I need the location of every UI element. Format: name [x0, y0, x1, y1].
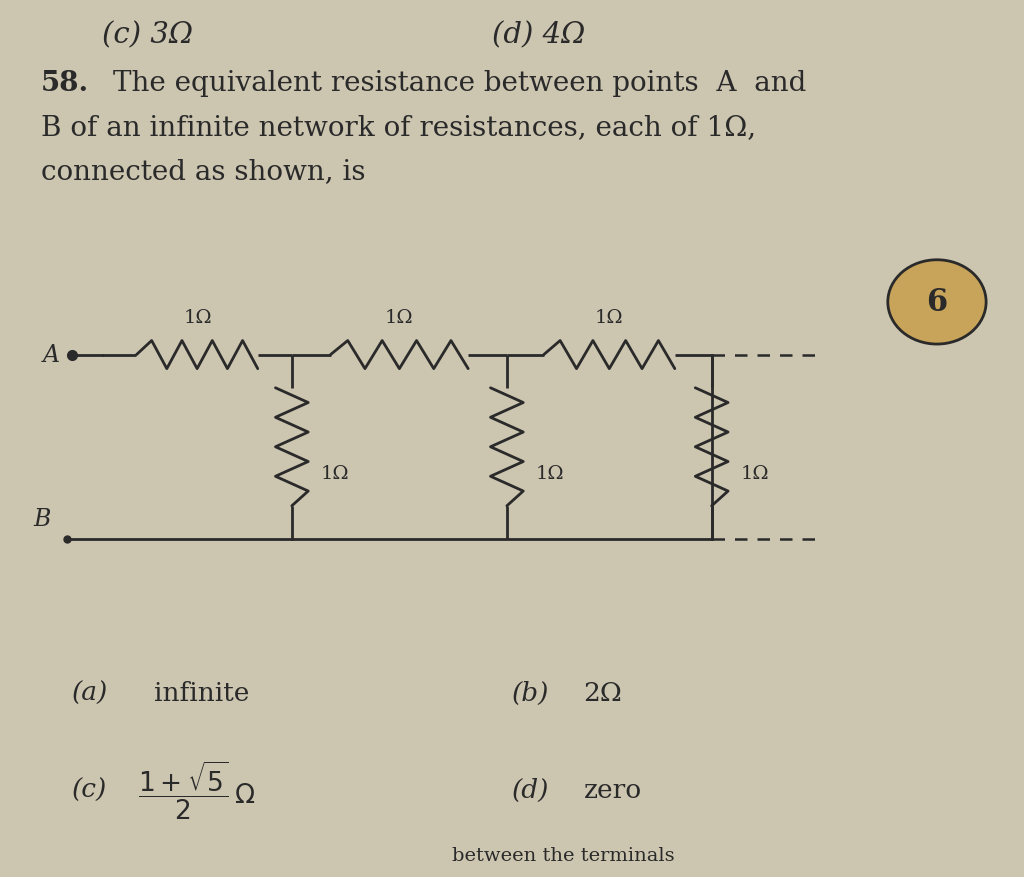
Text: infinite: infinite [154, 681, 249, 705]
Text: The equivalent resistance between points  A  and: The equivalent resistance between points… [113, 70, 806, 96]
Text: 2Ω: 2Ω [584, 681, 623, 705]
Text: 1Ω: 1Ω [183, 309, 212, 326]
Text: 1Ω: 1Ω [740, 465, 769, 482]
Text: connected as shown, is: connected as shown, is [41, 158, 366, 184]
Text: B of an infinite network of resistances, each of 1Ω,: B of an infinite network of resistances,… [41, 114, 756, 140]
Text: (d): (d) [512, 777, 549, 802]
Text: (c) 3Ω: (c) 3Ω [102, 21, 194, 49]
Text: B: B [34, 508, 51, 531]
Text: 1Ω: 1Ω [321, 465, 349, 482]
Text: $\dfrac{1+\sqrt{5}}{2}\,\Omega$: $\dfrac{1+\sqrt{5}}{2}\,\Omega$ [138, 758, 256, 821]
Text: A: A [42, 344, 59, 367]
Text: zero: zero [584, 777, 642, 802]
Text: 1Ω: 1Ω [385, 309, 414, 326]
Text: 1Ω: 1Ω [595, 309, 624, 326]
Text: (b): (b) [512, 681, 549, 705]
Text: (a): (a) [72, 681, 108, 705]
Text: (d) 4Ω: (d) 4Ω [492, 21, 585, 49]
Text: 1Ω: 1Ω [536, 465, 564, 482]
Text: between the terminals: between the terminals [452, 845, 675, 864]
Text: (c): (c) [72, 777, 106, 802]
Text: 6: 6 [927, 287, 947, 318]
Circle shape [888, 260, 986, 345]
Text: 58.: 58. [41, 70, 89, 96]
